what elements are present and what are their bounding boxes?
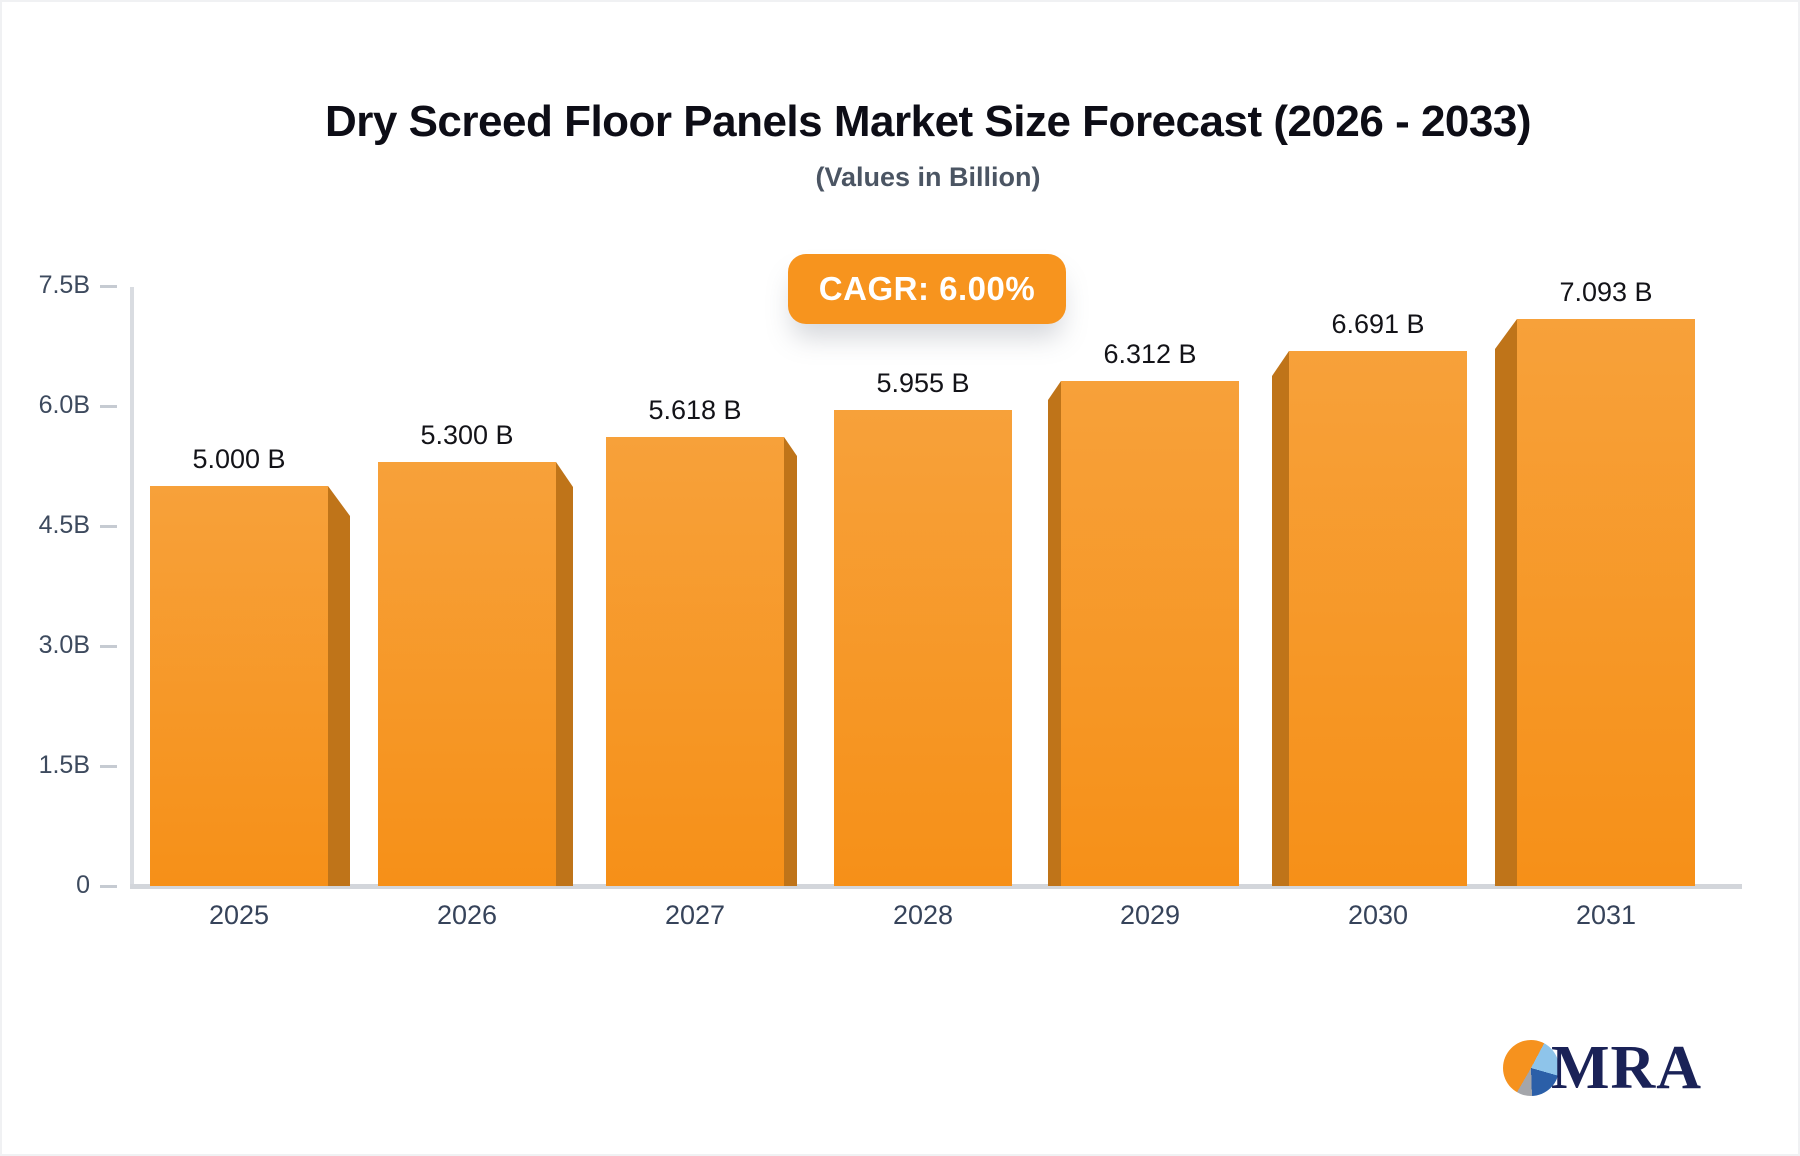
chart-title: Dry Screed Floor Panels Market Size Fore… xyxy=(324,97,1532,146)
pie-chart-icon xyxy=(1503,1040,1559,1096)
bar-2028 xyxy=(834,410,1012,886)
chart-subtitle: (Values in Billion) xyxy=(815,162,1041,192)
bar-value-label: 5.000 B xyxy=(192,444,286,474)
y-axis-line xyxy=(130,287,134,887)
y-tick-label: 4.5B xyxy=(38,511,90,539)
y-tick-mark xyxy=(100,525,117,528)
y-tick-label: 1.5B xyxy=(38,751,90,779)
bar-value-label: 5.955 B xyxy=(876,368,970,398)
bar-2027 xyxy=(606,437,784,886)
bar-value-label: 6.691 B xyxy=(1331,309,1425,339)
cagr-badge: CAGR: 6.00% xyxy=(788,254,1066,324)
brand-logo: MRA xyxy=(1503,1034,1703,1102)
y-tick-mark xyxy=(100,765,117,768)
x-tick-label: 2029 xyxy=(1119,900,1181,930)
bar-3d-side xyxy=(328,486,350,886)
cagr-badge-label: CAGR: 6.00% xyxy=(818,270,1036,307)
x-tick-label: 2025 xyxy=(208,900,270,930)
bar-2026 xyxy=(378,462,556,886)
bar-value-label: 5.618 B xyxy=(648,395,742,425)
y-tick-mark xyxy=(100,885,117,888)
y-tick-label: 0 xyxy=(76,871,90,899)
bar-value-label: 6.312 B xyxy=(1103,339,1197,369)
bar-2031 xyxy=(1517,319,1695,886)
bar-3d-side xyxy=(1272,351,1289,886)
y-tick-label: 3.0B xyxy=(38,631,90,659)
logo-text: MRA xyxy=(1551,1034,1703,1102)
bar-3d-side xyxy=(556,462,573,886)
y-tick-mark xyxy=(100,645,117,648)
bar-2029 xyxy=(1061,381,1239,886)
x-tick-label: 2031 xyxy=(1575,900,1637,930)
bar-3d-side xyxy=(1495,319,1517,886)
y-tick-label: 7.5B xyxy=(38,271,90,299)
y-tick-label: 6.0B xyxy=(38,391,90,419)
x-tick-label: 2030 xyxy=(1347,900,1409,930)
bar-2030 xyxy=(1289,351,1467,886)
bar-2025 xyxy=(150,486,328,886)
x-tick-label: 2028 xyxy=(892,900,954,930)
bar-3d-side xyxy=(784,437,797,886)
x-tick-label: 2027 xyxy=(664,900,726,930)
x-tick-label: 2026 xyxy=(436,900,498,930)
bar-value-label: 5.300 B xyxy=(420,420,514,450)
y-tick-mark xyxy=(100,285,117,288)
bar-3d-side xyxy=(1048,381,1061,886)
x-axis-line xyxy=(130,884,1742,889)
y-tick-mark xyxy=(100,405,117,408)
bar-value-label: 7.093 B xyxy=(1559,277,1653,307)
